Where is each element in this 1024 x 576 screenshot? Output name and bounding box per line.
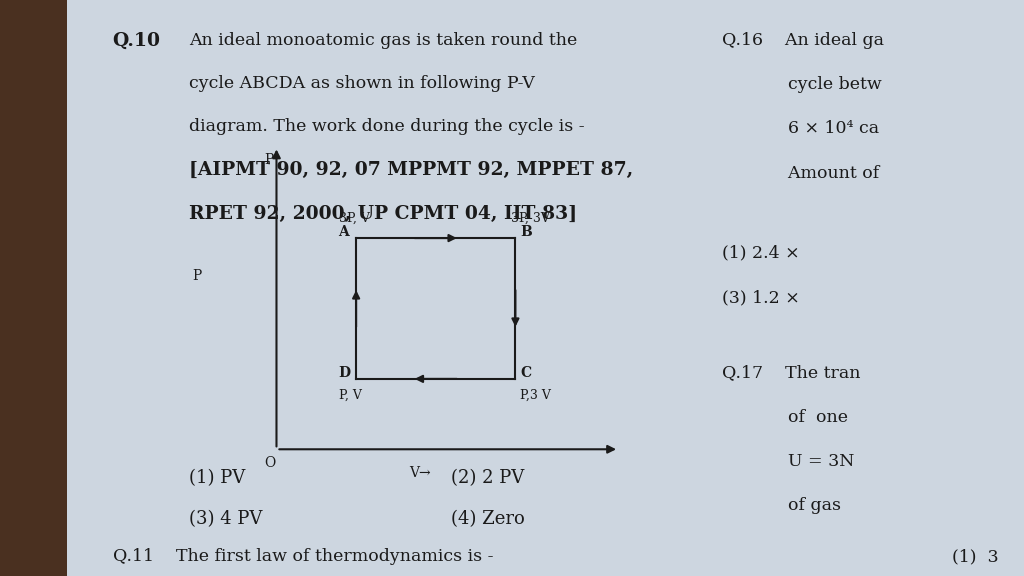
Text: D: D [339, 366, 351, 380]
Text: An ideal monoatomic gas is taken round the: An ideal monoatomic gas is taken round t… [189, 32, 578, 49]
Text: (4) Zero: (4) Zero [451, 510, 524, 528]
Text: cycle betw: cycle betw [722, 76, 882, 93]
Text: C: C [520, 366, 531, 380]
Text: 6 × 10⁴ ca: 6 × 10⁴ ca [722, 120, 879, 138]
Text: P: P [264, 153, 273, 167]
Text: P: P [193, 270, 202, 283]
Text: RPET 92, 2000, UP CPMT 04, IIT 83]: RPET 92, 2000, UP CPMT 04, IIT 83] [189, 204, 578, 222]
Text: diagram. The work done during the cycle is -: diagram. The work done during the cycle … [189, 118, 585, 135]
Text: Q.16    An ideal ga: Q.16 An ideal ga [722, 32, 884, 49]
Text: Q.17    The tran: Q.17 The tran [722, 365, 860, 381]
Text: cycle ABCDA as shown in following P-V: cycle ABCDA as shown in following P-V [189, 75, 536, 92]
Bar [0, 0, 72, 576]
Text: (3) 4 PV: (3) 4 PV [189, 510, 263, 528]
Text: P,3 V: P,3 V [520, 389, 551, 401]
Text: of  one: of one [722, 409, 848, 426]
Text: (1)  3: (1) 3 [952, 548, 999, 566]
Text: [AIPMT 90, 92, 07 MPPMT 92, MPPET 87,: [AIPMT 90, 92, 07 MPPMT 92, MPPET 87, [189, 161, 634, 179]
Text: O: O [264, 456, 275, 470]
Text: Q.10: Q.10 [113, 32, 161, 50]
Text: Q.11    The first law of thermodynamics is -: Q.11 The first law of thermodynamics is … [113, 548, 494, 566]
Text: V→: V→ [409, 467, 431, 480]
Text: 3P, 3V: 3P, 3V [511, 212, 550, 225]
Text: (2) 2 PV: (2) 2 PV [451, 469, 524, 487]
Text: U = 3N: U = 3N [722, 453, 854, 470]
Text: (1) 2.4 ×: (1) 2.4 × [722, 245, 800, 262]
Text: (3) 1.2 ×: (3) 1.2 × [722, 289, 800, 306]
Text: A: A [339, 225, 349, 239]
Text: of gas: of gas [722, 498, 841, 514]
Text: (1) PV: (1) PV [189, 469, 246, 487]
Text: B: B [520, 225, 531, 239]
Text: Amount of: Amount of [722, 165, 880, 182]
Text: P, V: P, V [339, 389, 361, 401]
Text: 3P, V: 3P, V [339, 212, 370, 225]
